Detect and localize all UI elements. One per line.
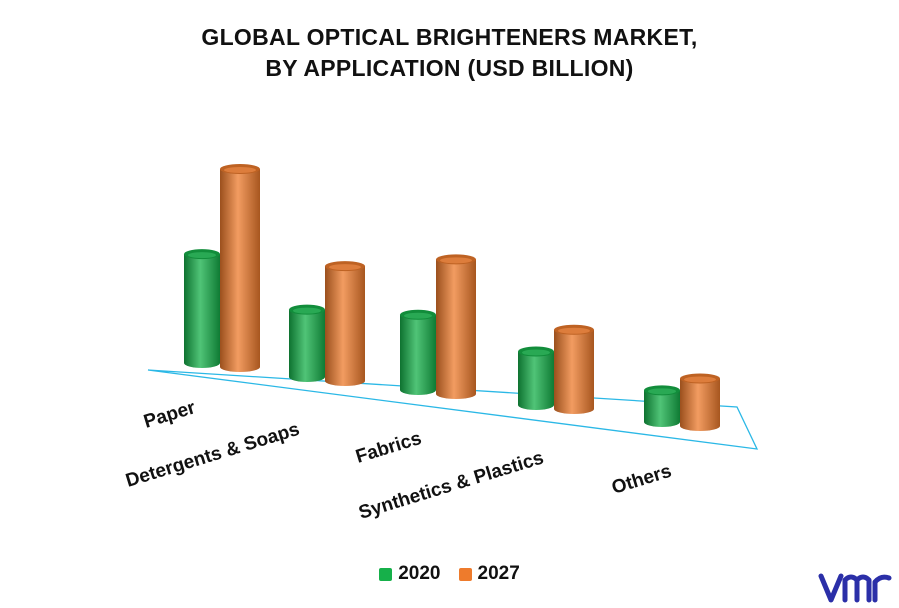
legend-swatch-2020 (379, 567, 393, 581)
bar-2027-fabrics (436, 254, 476, 399)
bar-2020-fabrics (400, 309, 436, 395)
bar-top-highlight (404, 312, 432, 319)
bar-body (325, 266, 365, 386)
bar-top-highlight (329, 264, 361, 271)
bar-body (289, 309, 325, 382)
vmr-logo-icon (818, 573, 892, 603)
bar-top-highlight (188, 252, 216, 259)
bar-2020-detergents-soaps (289, 304, 325, 382)
bar-body (220, 169, 260, 372)
bar-2020-paper (184, 249, 220, 368)
bar-top-highlight (224, 167, 256, 173)
bar-top-highlight (558, 327, 590, 334)
bar-top-highlight (648, 388, 676, 395)
category-label-fabrics: Fabrics (353, 428, 424, 468)
legend-item-2020[interactable]: 2020 (379, 563, 441, 585)
bar-body (680, 378, 720, 431)
bar-2027-detergents-soaps (325, 261, 365, 386)
bar-2020-synthetics-plastics (518, 346, 554, 410)
bar-top-highlight (293, 307, 321, 314)
legend-item-2027[interactable]: 2027 (458, 563, 520, 585)
bar-body (184, 254, 220, 368)
category-label-paper: Paper (141, 397, 198, 433)
bars-layer (184, 164, 720, 431)
legend-label-2020: 2020 (398, 563, 441, 584)
legend: 2020 2027 (0, 563, 899, 585)
chart-title-line-2: BY APPLICATION (USD BILLION) (265, 55, 634, 81)
bar-2027-paper (220, 164, 260, 372)
category-label-others: Others (609, 461, 674, 499)
chart-title: GLOBAL OPTICAL BRIGHTENERS MARKET, BY AP… (0, 22, 899, 84)
legend-swatch-2027 (458, 567, 472, 581)
bar-body (436, 259, 476, 399)
legend-label-2027: 2027 (477, 563, 520, 584)
bar-top-highlight (440, 257, 472, 264)
bar-body (644, 390, 680, 427)
bar-2027-synthetics-plastics (554, 324, 594, 414)
bar-body (554, 329, 594, 414)
bar-body (400, 314, 436, 395)
bar-top-highlight (684, 376, 716, 383)
bar-2027-others (680, 373, 720, 431)
bar-top-highlight (522, 349, 550, 356)
chart-title-line-1: GLOBAL OPTICAL BRIGHTENERS MARKET, (201, 24, 698, 50)
bar-body (518, 351, 554, 410)
bar-2020-others (644, 385, 680, 427)
